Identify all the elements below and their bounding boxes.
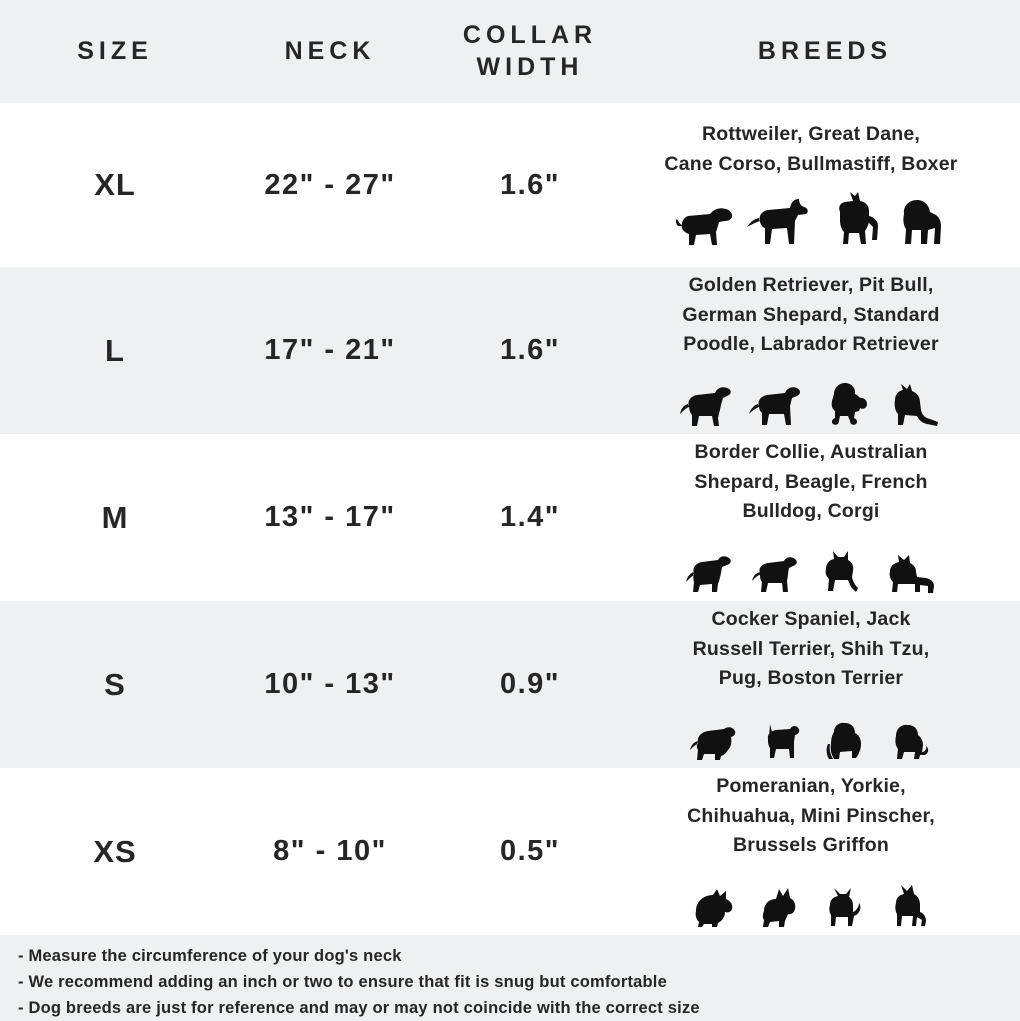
breeds-line: Shepard, Beagle, French — [694, 470, 928, 493]
footer-note: - We recommend adding an inch or two to … — [18, 973, 667, 992]
breed-silhouettes — [688, 702, 934, 764]
breeds-line: Pomeranian, Yorkie, — [716, 775, 906, 798]
breeds-line: Poodle, Labrador Retriever — [683, 333, 939, 356]
footer-notes: - Measure the circumference of your dog'… — [0, 935, 1020, 1021]
row-breeds: Border Collie, Australian Shepard, Beagl… — [630, 438, 1020, 597]
table-row: XL 22" - 27" 1.6" Rottweiler, Great Dane… — [0, 103, 1020, 267]
pug-icon — [895, 724, 929, 759]
labrador-icon — [749, 387, 800, 425]
row-size-label: XL — [94, 167, 136, 202]
golden-retriever-icon — [680, 387, 731, 426]
cane-corso-icon — [839, 191, 878, 244]
row-collar-width: 0.9" — [499, 668, 561, 700]
header-collar-width-line2: WIDTH — [476, 52, 584, 81]
great-dane-icon — [747, 198, 808, 244]
beagle-icon — [752, 557, 797, 592]
row-breeds: Golden Retriever, Pit Bull, German Shepa… — [630, 271, 1020, 430]
row-breeds-text: Border Collie, Australian Shepard, Beagl… — [694, 438, 927, 527]
french-bulldog-icon — [825, 550, 858, 592]
row-size-label: M — [101, 499, 129, 535]
breeds-line: Pug, Boston Terrier — [718, 667, 904, 690]
breeds-line: Russell Terrier, Shih Tzu, — [692, 637, 930, 660]
row-neck-range: 10" - 13" — [264, 668, 396, 700]
breeds-line: Border Collie, Australian — [694, 441, 928, 464]
row-breeds-text: Cocker Spaniel, Jack Russell Terrier, Sh… — [693, 605, 930, 694]
breeds-line: Rottweiler, Great Dane, — [701, 123, 921, 146]
yorkie-icon — [762, 887, 796, 927]
header-size: SIZE — [77, 36, 153, 65]
breeds-line: Golden Retriever, Pit Bull, — [688, 274, 934, 297]
border-collie-icon — [686, 556, 731, 592]
bullmastiff-icon — [903, 199, 941, 244]
row-breeds: Rottweiler, Great Dane, Cane Corso, Bull… — [630, 120, 1020, 249]
footer-note: - Measure the circumference of your dog'… — [18, 947, 402, 965]
chihuahua-icon — [829, 887, 861, 926]
corgi-icon — [889, 554, 934, 593]
mini-pinscher-icon — [895, 884, 926, 926]
row-collar-width: 1.6" — [499, 168, 561, 201]
cocker-spaniel-icon — [690, 727, 736, 760]
row-collar-width: 1.4" — [499, 501, 561, 533]
row-size-label: S — [104, 666, 126, 702]
rottweiler-icon — [675, 207, 732, 245]
poodle-icon — [831, 382, 867, 425]
breeds-line: Brussels Griffon — [733, 834, 889, 857]
table-row: S 10" - 13" 0.9" Cocker Spaniel, Jack Ru… — [0, 601, 1020, 768]
row-breeds-text: Pomeranian, Yorkie, Chihuahua, Mini Pins… — [687, 772, 935, 861]
row-neck-range: 13" - 17" — [264, 501, 396, 533]
jack-russell-icon — [767, 723, 800, 758]
header-collar-width-line1: COLLAR — [462, 21, 598, 50]
breeds-line: Chihuahua, Mini Pinscher, — [687, 804, 935, 827]
breed-silhouettes — [688, 869, 934, 931]
row-breeds-text: Golden Retriever, Pit Bull, German Shepa… — [682, 271, 939, 360]
header-breeds: BREEDS — [757, 36, 893, 65]
breeds-line: German Shepard, Standard — [682, 303, 940, 326]
row-neck-range: 8" - 10" — [273, 835, 387, 867]
row-collar-width: 0.5" — [499, 835, 561, 867]
breeds-line: Cocker Spaniel, Jack — [711, 608, 911, 631]
shih-tzu-icon — [826, 722, 861, 759]
breed-silhouettes — [679, 368, 943, 430]
row-breeds: Pomeranian, Yorkie, Chihuahua, Mini Pins… — [630, 772, 1020, 931]
row-collar-width: 1.6" — [499, 334, 561, 366]
row-breeds: Cocker Spaniel, Jack Russell Terrier, Sh… — [630, 605, 1020, 764]
german-shepherd-icon — [894, 383, 938, 426]
breed-silhouettes — [684, 535, 938, 597]
header-collar-width: COLLAR WIDTH — [430, 20, 630, 83]
table-header-row: SIZE NECK COLLAR WIDTH BREEDS — [0, 0, 1020, 103]
row-neck-range: 17" - 21" — [264, 334, 396, 366]
row-size-label: XS — [93, 833, 137, 869]
row-size-label: L — [105, 332, 125, 368]
row-neck-range: 22" - 27" — [264, 168, 396, 201]
header-neck: NECK — [284, 36, 376, 65]
pomeranian-icon — [695, 888, 733, 927]
breeds-line: Cane Corso, Bullmastiff, Boxer — [664, 153, 958, 175]
row-breeds-text: Rottweiler, Great Dane, Cane Corso, Bull… — [664, 120, 957, 179]
table-row: L 17" - 21" 1.6" Golden Retriever, Pit B… — [0, 267, 1020, 434]
breed-silhouettes — [674, 188, 948, 250]
breeds-line: Bulldog, Corgi — [742, 500, 880, 523]
table-row: M 13" - 17" 1.4" Border Collie, Australi… — [0, 434, 1020, 601]
footer-note: - Dog breeds are just for reference and … — [18, 999, 700, 1018]
table-row: XS 8" - 10" 0.5" Pomeranian, Yorkie, Chi… — [0, 768, 1020, 935]
